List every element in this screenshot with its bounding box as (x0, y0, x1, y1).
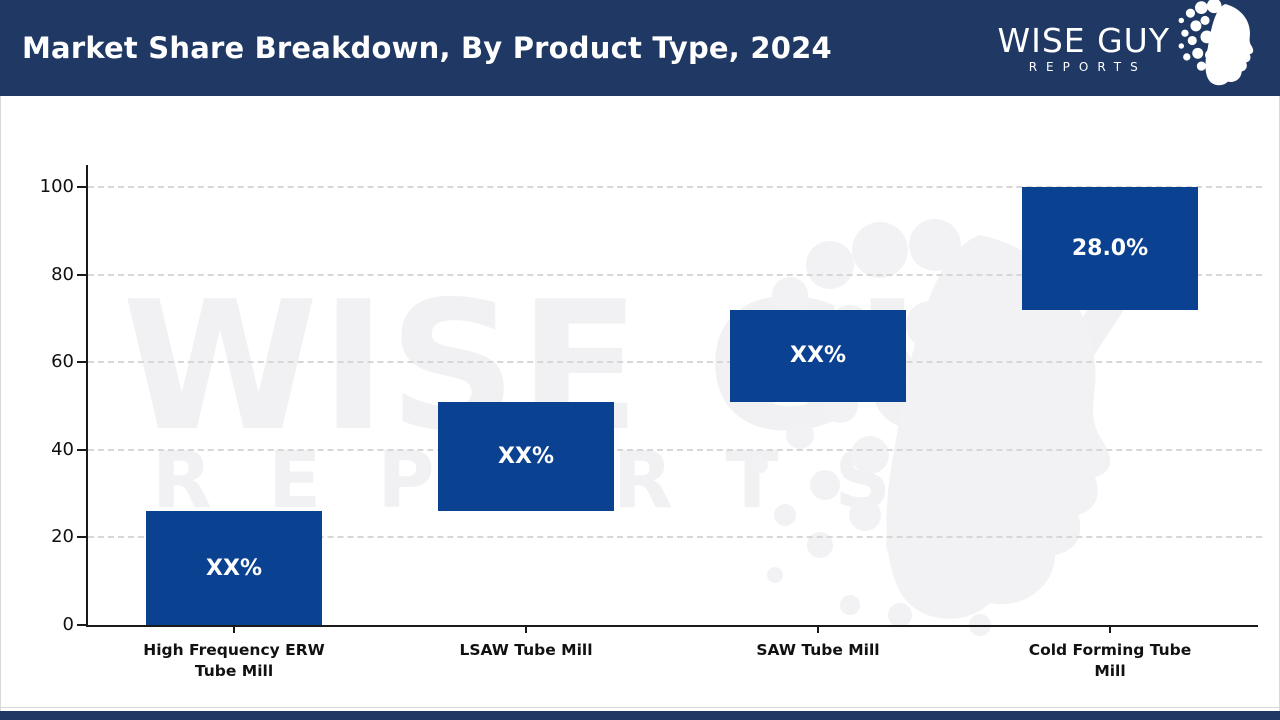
brand-wordmark: WISE GUY REPORTS (997, 24, 1170, 73)
category-label: LSAW Tube Mill (406, 640, 646, 661)
y-tick-mark-60 (77, 361, 86, 364)
bar-value-label: XX% (790, 343, 846, 369)
category-label: Cold Forming Tube Mill (990, 640, 1230, 682)
brand-subtitle: REPORTS (1028, 59, 1147, 74)
y-tick-label-0: 0 (62, 614, 74, 635)
bar-segment: 28.0% (1022, 187, 1198, 310)
x-tick-mark (525, 627, 527, 633)
y-tick-label-40: 40 (51, 438, 74, 460)
category-label: SAW Tube Mill (698, 640, 938, 661)
y-axis-line (86, 165, 88, 627)
category-label-line: LSAW Tube Mill (459, 641, 593, 659)
y-tick-mark-40 (77, 448, 86, 451)
y-tick-mark-100 (77, 186, 86, 188)
brand-face-icon (1174, 0, 1258, 96)
y-tick-mark-20 (77, 536, 86, 539)
brand-logo: WISE GUY REPORTS (997, 0, 1258, 96)
category-label: High Frequency ERW Tube Mill (114, 640, 354, 682)
gridline-40 (88, 448, 1262, 451)
bar-segment: XX% (146, 511, 322, 625)
category-label-line: SAW Tube Mill (756, 641, 880, 659)
y-tick-mark-80 (77, 273, 86, 276)
bottom-hairline (0, 707, 1280, 708)
bar-segment: XX% (730, 309, 906, 402)
x-tick-mark (233, 627, 235, 633)
gridline-100 (88, 186, 1262, 188)
y-tick-label-60: 60 (51, 351, 74, 373)
bar-segment: XX% (438, 401, 614, 512)
bar-value-label: XX% (206, 555, 262, 581)
brand-name: WISE GUY (997, 20, 1170, 60)
x-tick-mark (817, 627, 819, 633)
x-axis-line (86, 625, 1258, 627)
header-band: Market Share Breakdown, By Product Type,… (0, 0, 1280, 96)
category-label-line: Mill (1094, 661, 1126, 680)
y-tick-label-100: 100 (39, 176, 74, 197)
page-title: Market Share Breakdown, By Product Type,… (22, 31, 832, 65)
bar-value-label: XX% (498, 443, 554, 469)
x-tick-mark (1109, 627, 1111, 633)
category-label-line: High Frequency ERW (143, 641, 325, 659)
y-tick-label-80: 80 (51, 263, 74, 285)
gridline-60 (88, 361, 1262, 364)
category-label-line: Tube Mill (194, 661, 274, 680)
gridline-80 (88, 273, 1262, 276)
y-tick-mark-0 (77, 624, 86, 626)
bar-value-label: 28.0% (1071, 235, 1149, 261)
gridline-20 (88, 536, 1262, 539)
footer-band (0, 711, 1280, 720)
category-label-line: Cold Forming Tube (1028, 641, 1192, 659)
y-tick-label-20: 20 (51, 526, 74, 548)
